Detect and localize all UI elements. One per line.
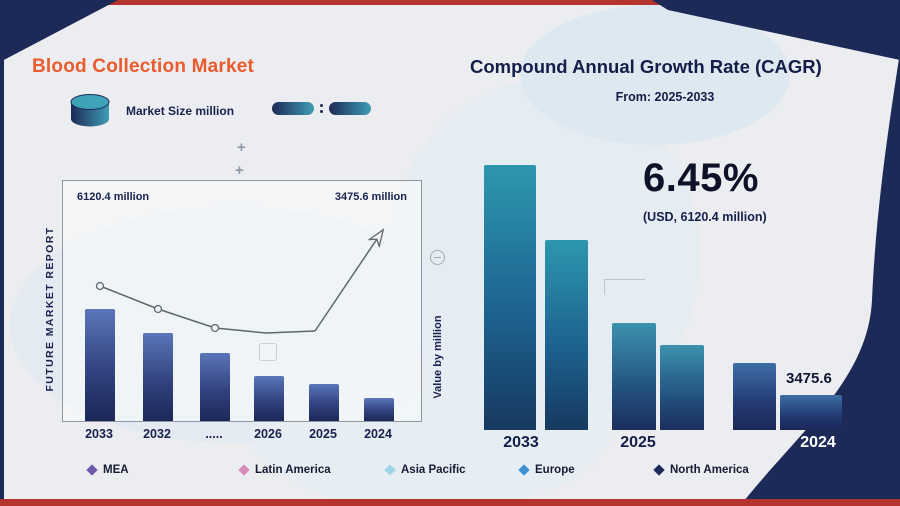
trend-marker-icon	[210, 323, 220, 333]
market-x-label: 2024	[364, 427, 392, 441]
market-x-label: 2033	[85, 427, 113, 441]
cagr-bar-0	[484, 165, 536, 430]
scale-pill-right	[329, 102, 371, 115]
trend-arrow-shaft	[314, 233, 381, 332]
cagr-value: 6.45%	[643, 156, 759, 200]
trend-marker-icon	[95, 281, 105, 291]
cagr-bars	[470, 160, 880, 430]
ratio-colon-icon	[320, 104, 323, 113]
legend-item-europe: Europe	[518, 464, 575, 476]
market-x-label: 2026	[254, 427, 282, 441]
market-x-label: 2032	[143, 427, 171, 441]
plus-icon: +	[237, 139, 246, 156]
cagr-period: From: 2025-2033	[615, 90, 715, 104]
legend-item-north-america: North America	[653, 464, 749, 476]
right-chart-title: Compound Annual Growth Rate (CAGR)	[470, 56, 822, 77]
legend-diamond-icon	[86, 464, 98, 476]
plus-icon: +	[235, 162, 244, 179]
market-size-label: Market Size million	[126, 104, 235, 118]
cagr-note: (USD, 6120.4 million)	[643, 210, 767, 224]
cagr-bar-5	[780, 395, 842, 430]
trend-line	[99, 285, 316, 334]
cagr-x-label-2024: 2024	[800, 434, 836, 451]
market-size-icon	[70, 94, 110, 127]
market-bar-2024	[364, 398, 394, 421]
legend-label: MEA	[103, 464, 129, 476]
minus-circle-icon	[430, 250, 445, 265]
cagr-bar-3	[660, 345, 704, 430]
annotation-max-value: 6120.4 million	[77, 191, 150, 203]
trend-marker-icon	[153, 304, 163, 314]
cagr-bar-1	[545, 240, 588, 430]
market-bars	[63, 181, 421, 421]
legend-diamond-icon	[653, 464, 665, 476]
market-bar-2033	[85, 309, 115, 421]
market-x-label: .....	[205, 427, 223, 441]
left-chart-title: Blood Collection Market	[32, 56, 255, 77]
ghost-bracket-icon	[604, 279, 645, 295]
cagr-x-label-2025: 2025	[620, 434, 656, 451]
market-chart-frame: 6120.4 million 3475.6 million	[62, 180, 422, 422]
cagr-bar-value-label: 3475.6	[786, 370, 832, 387]
legend-item-asia-pacific: Asia Pacific	[384, 464, 466, 476]
scale-pills	[272, 102, 371, 115]
annotation-min-value: 3475.6 million	[334, 191, 407, 203]
cagr-bar-4	[733, 363, 776, 430]
legend-label: North America	[670, 464, 749, 476]
market-bar-2032	[143, 333, 173, 421]
legend-label: Asia Pacific	[401, 464, 466, 476]
cagr-bar-2	[612, 323, 656, 430]
right-chart-y-label: Value by million	[432, 315, 444, 399]
market-bar-.....	[200, 353, 230, 421]
legend-label: Europe	[535, 464, 575, 476]
ghost-square-icon	[259, 343, 277, 361]
market-bar-2025	[309, 384, 339, 421]
legend-item-mea: MEA	[86, 464, 129, 476]
trend-svg	[95, 181, 421, 334]
left-chart-side-label: FUTURE MARKET REPORT	[44, 226, 56, 392]
legend: MEA Latin America Asia Pacific Europe North …	[0, 464, 900, 482]
legend-diamond-icon	[238, 464, 250, 476]
cagr-x-label-2033: 2033	[503, 434, 539, 451]
market-bar-2026	[254, 376, 284, 421]
legend-diamond-icon	[518, 464, 530, 476]
legend-label: Latin America	[255, 464, 331, 476]
market-x-label: 2025	[309, 427, 337, 441]
legend-diamond-icon	[384, 464, 396, 476]
market-x-axis: 2033 2032 ..... 2026 2025 2024	[62, 427, 422, 443]
legend-item-latin-america: Latin America	[238, 464, 331, 476]
scale-pill-left	[272, 102, 314, 115]
